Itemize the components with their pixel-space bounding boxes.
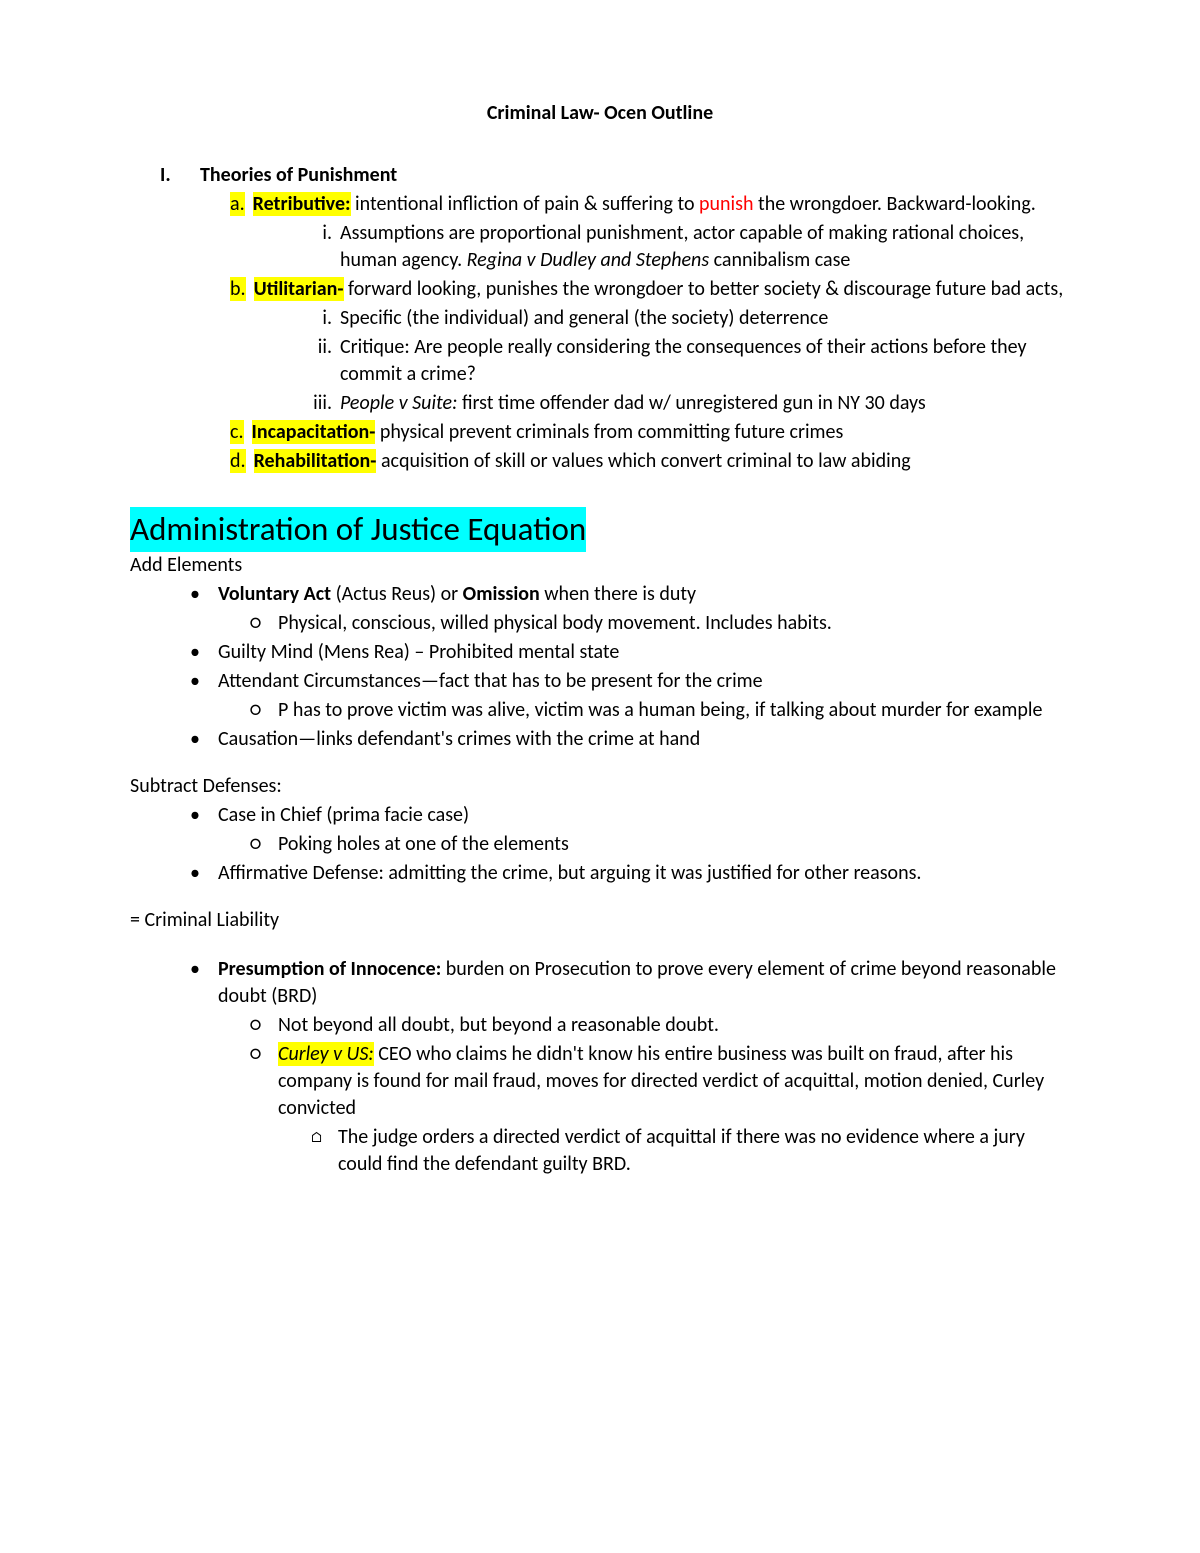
section-2-header: Administration of Justice Equation [130,507,586,552]
circle-icon: ○ [250,1012,278,1039]
item-b-iii: iii. People v Suite: first time offender… [130,390,1070,417]
spacer [130,936,1070,956]
circ-poking-holes-content: Poking holes at one of the elements [278,831,1070,858]
item-a: a. Retributive: intentional infliction o… [130,191,1070,218]
equals-criminal-liability: = Criminal Liability [130,907,1070,934]
bullet-icon: • [190,726,218,753]
section-2-header-wrap: Administration of Justice Equation [130,477,1070,552]
item-a-i-content: Assumptions are proportional punishment,… [340,220,1070,274]
bullet-attendant: • Attendant Circumstances—fact that has … [130,668,1070,695]
bullet-icon: • [190,581,218,608]
subtract-defenses-label: Subtract Defenses: [130,773,1070,800]
bullet-presumption: • Presumption of Innocence: burden on Pr… [130,956,1070,1010]
item-c-content: Incapacitation- physical prevent crimina… [252,419,1070,446]
square-directed-verdict-content: The judge orders a directed verdict of a… [338,1124,1070,1178]
bullet-voluntary-act-content: Voluntary Act (Actus Reus) or Omission w… [218,581,1070,608]
roman-ii-marker: ii. [300,334,340,388]
circle-icon: ○ [250,1041,278,1122]
bullet-presumption-content: Presumption of Innocence: burden on Pros… [218,956,1070,1010]
letter-marker-b: b. [230,276,254,303]
item-b-i-content: Specific (the individual) and general (t… [340,305,1070,332]
item-d: d. Rehabilitation- acquisition of skill … [130,448,1070,475]
roman-iii-marker: iii. [300,390,340,417]
item-d-content: Rehabilitation- acquisition of skill or … [254,448,1070,475]
bullet-icon: • [190,668,218,695]
bullet-affirmative-defense-content: Affirmative Defense: admitting the crime… [218,860,1070,887]
circle-icon: ○ [250,831,278,858]
bullet-case-in-chief: • Case in Chief (prima facie case) [130,802,1070,829]
bullet-icon: • [190,639,218,666]
circ-not-beyond-all-content: Not beyond all doubt, but beyond a reaso… [278,1012,1070,1039]
bullet-icon: • [190,802,218,829]
circ-curley-content: Curley v US: CEO who claims he didn't kn… [278,1041,1070,1122]
bullet-attendant-content: Attendant Circumstances—fact that has to… [218,668,1070,695]
circ-prove-victim: ○ P has to prove victim was alive, victi… [130,697,1070,724]
circle-icon: ○ [250,697,278,724]
circ-physical-content: Physical, conscious, willed physical bod… [278,610,1070,637]
circ-not-beyond-all: ○ Not beyond all doubt, but beyond a rea… [130,1012,1070,1039]
circ-prove-victim-content: P has to prove victim was alive, victim … [278,697,1070,724]
item-b-i: i. Specific (the individual) and general… [130,305,1070,332]
item-b-ii-content: Critique: Are people really considering … [340,334,1070,388]
roman-i-marker: i. [300,305,340,332]
bullet-guilty-mind: • Guilty Mind (Mens Rea) – Prohibited me… [130,639,1070,666]
bullet-causation: • Causation—links defendant's crimes wit… [130,726,1070,753]
bullet-guilty-mind-content: Guilty Mind (Mens Rea) – Prohibited ment… [218,639,1070,666]
bullet-icon: • [190,860,218,887]
circ-physical: ○ Physical, conscious, willed physical b… [130,610,1070,637]
section-1-heading-row: I. Theories of Punishment [130,162,1070,189]
square-directed-verdict: ⌂ The judge orders a directed verdict of… [130,1124,1070,1178]
roman-i-marker: i. [300,220,340,274]
item-b-ii: ii. Critique: Are people really consider… [130,334,1070,388]
add-elements-label: Add Elements [130,552,1070,579]
item-c: c. Incapacitation- physical prevent crim… [130,419,1070,446]
item-b-content: Utilitarian- forward looking, punishes t… [254,276,1070,303]
letter-marker-a: a. [230,191,253,218]
bullet-voluntary-act: • Voluntary Act (Actus Reus) or Omission… [130,581,1070,608]
section-1-heading: Theories of Punishment [200,162,397,189]
circle-icon: ○ [250,610,278,637]
bullet-causation-content: Causation—links defendant's crimes with … [218,726,1070,753]
letter-marker-d: d. [230,448,254,475]
item-b: b. Utilitarian- forward looking, punishe… [130,276,1070,303]
item-a-i: i. Assumptions are proportional punishme… [130,220,1070,274]
circ-poking-holes: ○ Poking holes at one of the elements [130,831,1070,858]
square-icon: ⌂ [310,1124,338,1178]
letter-marker-c: c. [230,419,252,446]
item-a-content: Retributive: intentional infliction of p… [253,191,1070,218]
bullet-affirmative-defense: • Affirmative Defense: admitting the cri… [130,860,1070,887]
bullet-case-in-chief-content: Case in Chief (prima facie case) [218,802,1070,829]
page-title: Criminal Law- Ocen Outline [130,100,1070,127]
item-b-iii-content: People v Suite: first time offender dad … [340,390,1070,417]
bullet-icon: • [190,956,218,1010]
roman-numeral: I. [130,162,200,189]
circ-curley: ○ Curley v US: CEO who claims he didn't … [130,1041,1070,1122]
